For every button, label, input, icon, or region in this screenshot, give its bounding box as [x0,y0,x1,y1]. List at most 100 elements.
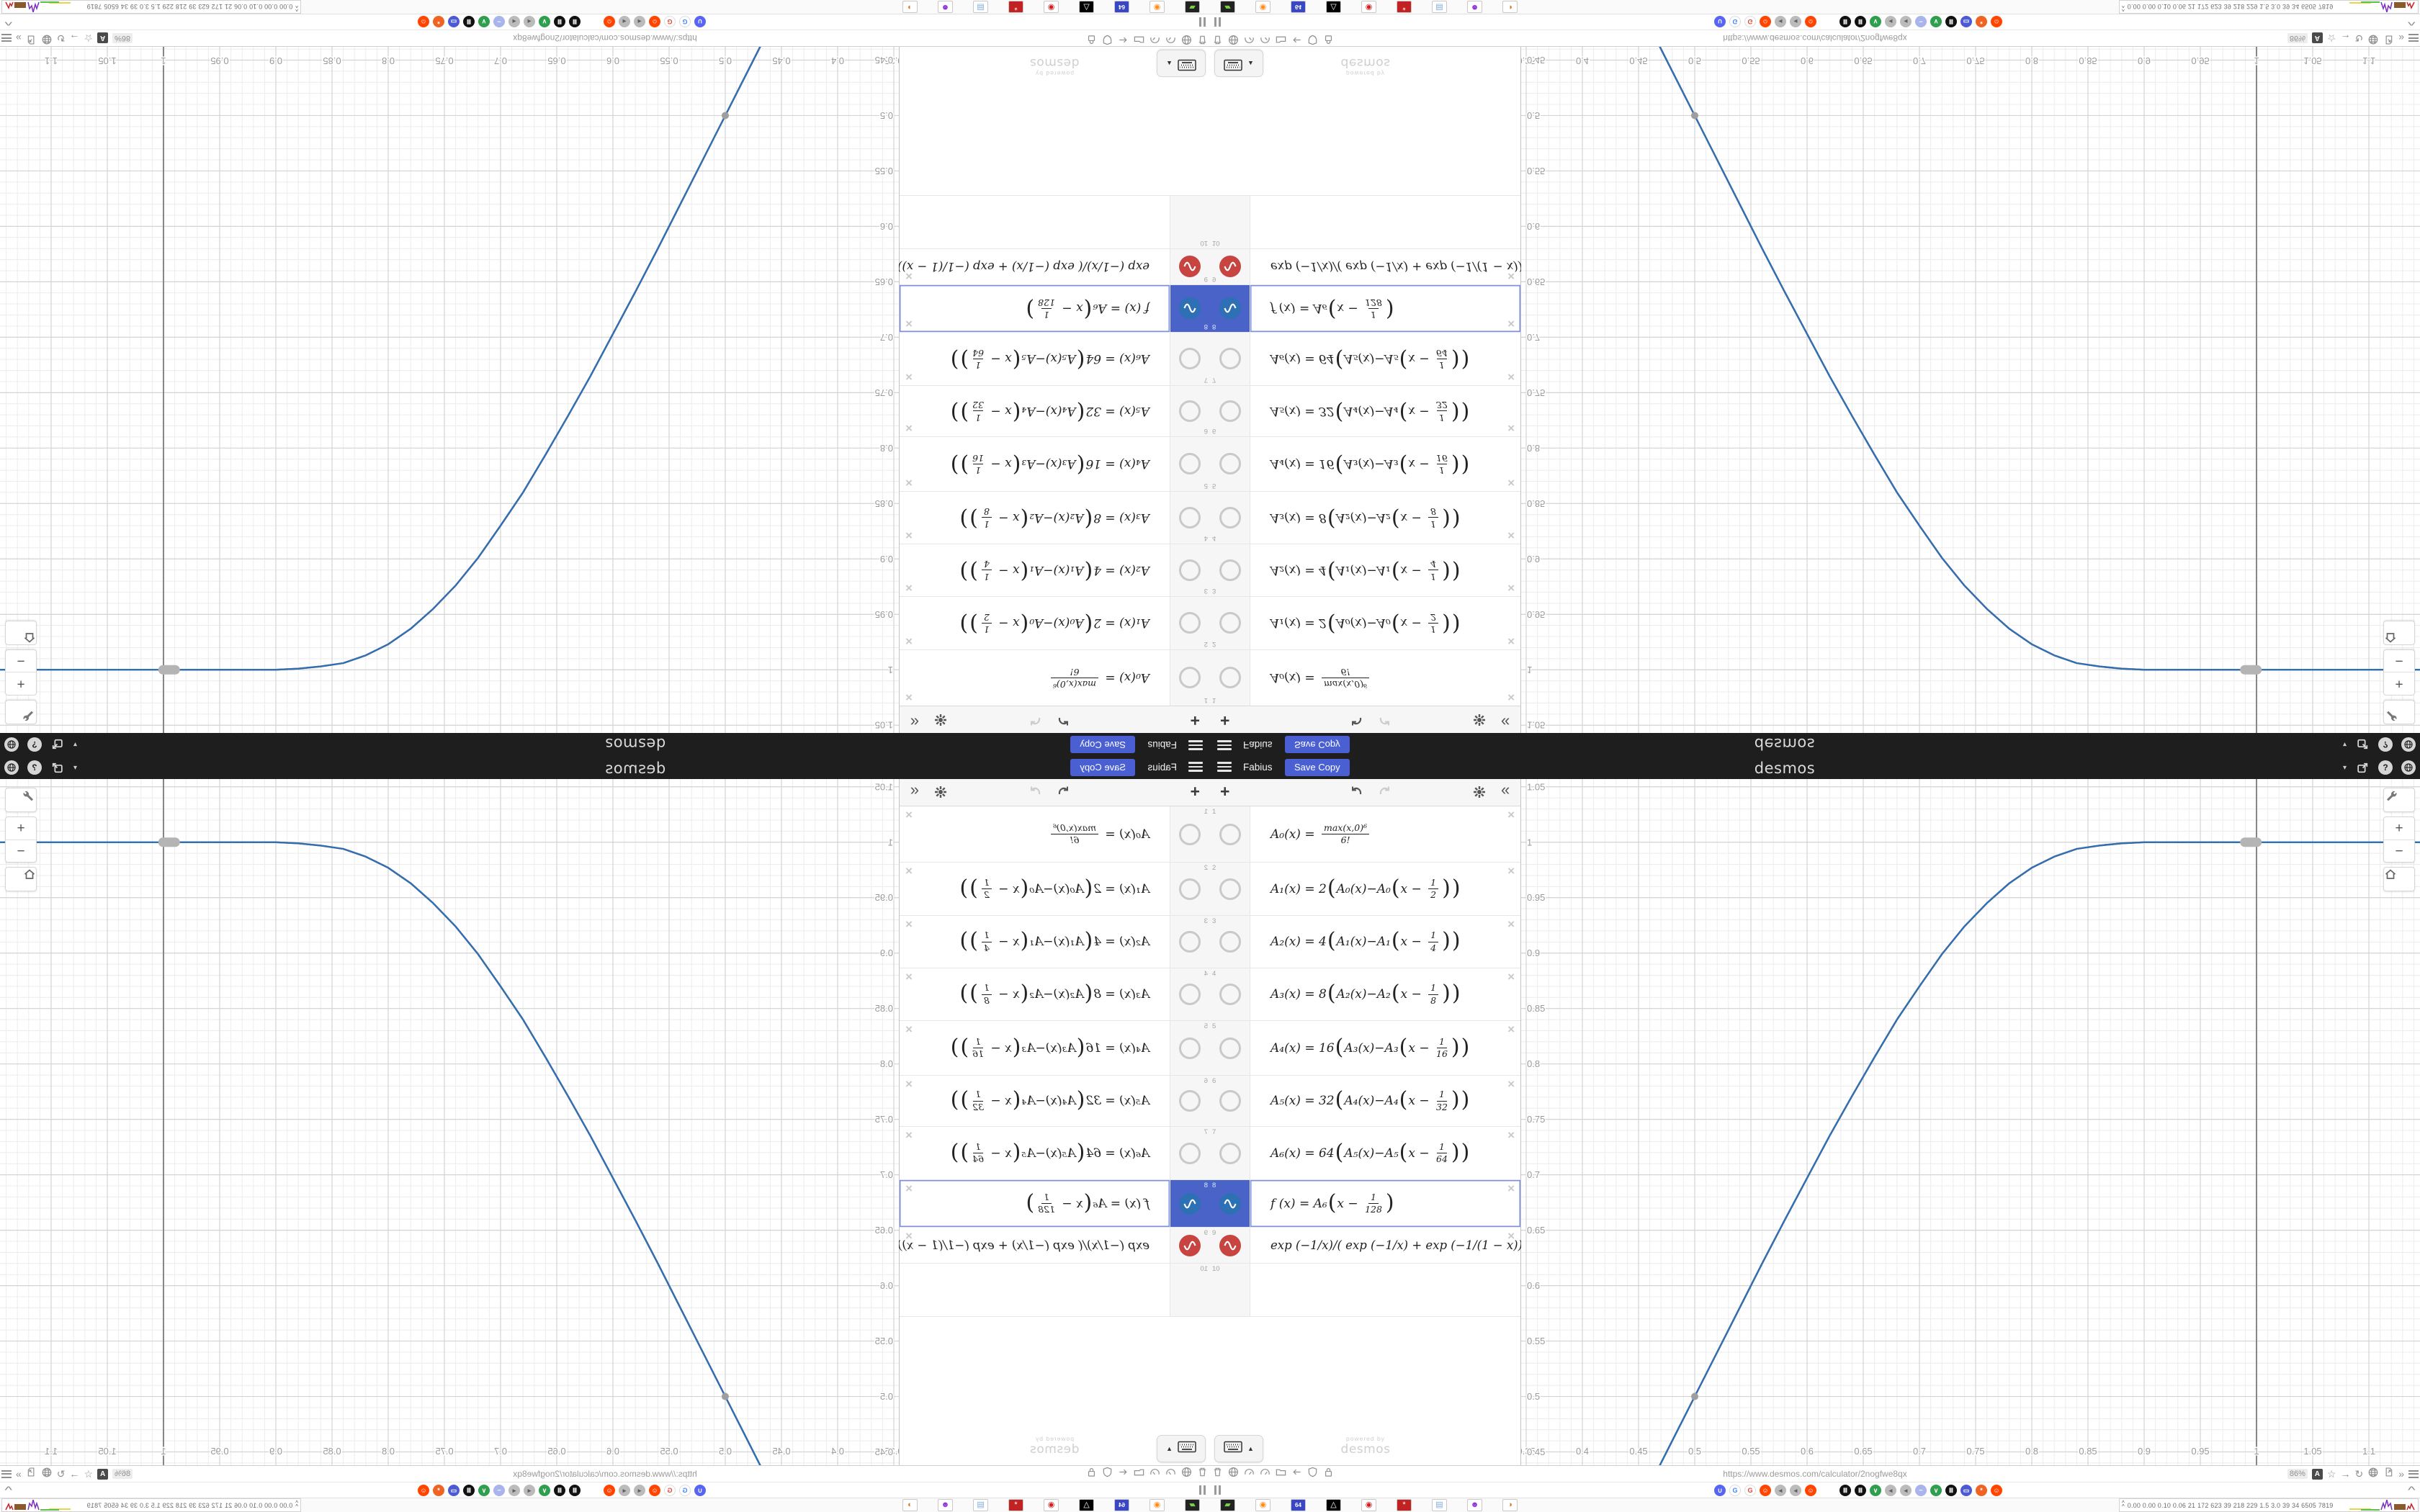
tab-favicon-reddit[interactable]: ☺ [1805,16,1816,27]
chevron-up-icon[interactable]: ^ [2408,17,2416,28]
tab-favicon-fish[interactable]: ◂ [1900,16,1912,27]
expression-math[interactable]: A₃(x) = 8(A₂(x)−A₂(x − 1 8)) [1270,981,1461,1006]
chevron-down-icon[interactable]: ▾ [2342,763,2347,772]
gear-icon[interactable] [933,709,948,727]
share-icon[interactable] [50,737,65,752]
expression-gutter[interactable]: 5 [1210,437,1250,491]
redo-icon[interactable] [1377,708,1393,728]
hidden-curve-icon[interactable] [1179,1142,1201,1164]
share-icon[interactable] [2355,737,2370,752]
zoom-out-button[interactable]: − [2395,653,2403,668]
expression-row[interactable]: 2 A₁(x) = 2(A₀(x)−A₀(x − 1 2)) × [1210,596,1520,649]
taskbar-app-purple-cat[interactable]: ☻ [1467,1,1482,13]
expression-gutter[interactable]: 6 [1170,386,1210,436]
expression-gutter[interactable]: 10 [1210,196,1250,248]
tab-favicon-reddit[interactable]: ☺ [418,1485,429,1496]
expression-row[interactable]: 2 A₁(x) = 2(A₀(x)−A₀(x − 1 2)) × [900,596,1210,649]
page-zoom-badge[interactable]: 86% [2287,33,2308,43]
gauge-icon[interactable] [1243,30,1255,46]
expression-gutter[interactable]: 10 [1170,196,1210,248]
expression-row[interactable]: 9 exp (−1/x)/( exp (−1/x) + exp (−1/(1 − … [893,248,1210,284]
expression-row[interactable]: 10 [900,195,1210,248]
tab-favicon-reddit[interactable]: ☺ [1760,1485,1771,1496]
expression-math[interactable]: A₅(x) = 32(A₄(x)−A₄(x − 1 32)) [950,400,1150,425]
page-zoom-badge[interactable]: 86% [112,33,133,43]
expression-gutter[interactable]: 9 [1170,1228,1210,1263]
globe-icon[interactable] [4,737,19,752]
gauge-icon[interactable] [1259,1466,1271,1482]
expression-gutter[interactable]: 10 [1210,1264,1250,1316]
delete-expression-icon[interactable]: × [905,476,913,490]
zoom-in-button[interactable]: + [2384,672,2414,695]
delete-expression-icon[interactable]: × [1507,1022,1515,1036]
expression-row[interactable]: 8 f (x) = A₆(x − 1 128) × [900,1180,1210,1228]
tab-favicon-fish[interactable]: ◂ [619,1485,630,1496]
tab-favicon-archive[interactable]: Ⅲ [569,1485,581,1496]
tab-favicon-archive[interactable]: Ⅲ [463,16,475,27]
hidden-curve-icon[interactable] [1179,984,1201,1005]
expression-row[interactable]: 6 A₅(x) = 32(A₄(x)−A₄(x − 1 32)) × [900,385,1210,436]
zoom-in-button[interactable]: + [2384,817,2414,840]
reload-icon[interactable]: ↻ [56,1468,66,1480]
home-viewport-button[interactable] [2383,867,2415,891]
tab-favicon-reddit[interactable]: ☺ [604,1485,615,1496]
hidden-curve-icon[interactable] [1219,931,1241,953]
delete-expression-icon[interactable]: × [1507,1182,1515,1195]
hidden-curve-icon[interactable] [1219,1142,1241,1164]
tab-favicon-reddit[interactable]: ☺ [604,16,615,27]
taskbar-app-firefox[interactable]: ◉ [1255,1,1270,13]
taskbar-app-notepad[interactable]: ▤ [973,1499,988,1511]
graph-canvas[interactable]: 0.35 0.4 0.45 0.5 0.55 0.6 0.65 0.7 0.75 0.8 0.85 0… [1521,779,2420,1465]
translate-icon[interactable]: A [97,1468,109,1480]
expression-gutter[interactable]: 4 [1210,492,1250,544]
expression-row[interactable]: 1 A₀(x) = max(x,0)⁶ 6! × [900,649,1210,706]
expression-row[interactable]: 9 exp (−1/x)/( exp (−1/x) + exp (−1/(1 − … [893,1228,1210,1264]
help-icon[interactable]: ? [2378,737,2393,752]
tab-favicon-sun-badge[interactable]: * [433,16,444,27]
folder-icon[interactable] [1275,1466,1287,1482]
page-zoom-badge[interactable]: 86% [112,1469,133,1479]
expression-row[interactable]: 1 A₀(x) = max(x,0)⁶ 6! × [900,806,1210,863]
menu-icon[interactable] [1188,739,1203,750]
page-zoom-badge[interactable]: 86% [2287,1469,2308,1479]
expression-row[interactable]: 7 A₆(x) = 64(A₅(x)−A₅(x − 1 64)) × [1210,1127,1520,1180]
arrow-left-icon[interactable] [1117,30,1129,46]
delete-expression-icon[interactable]: × [905,370,913,384]
shield-icon[interactable] [1307,1466,1319,1482]
expression-math[interactable]: A₄(x) = 16(A₃(x)−A₃(x − 1 16)) [1270,452,1470,478]
expression-gutter[interactable]: 4 [1210,968,1250,1020]
folder-icon[interactable] [1133,30,1145,46]
expression-math[interactable]: A₂(x) = 4(A₁(x)−A₁(x − 1 4)) [1270,559,1461,584]
expression-row[interactable]: 4 A₃(x) = 8(A₂(x)−A₂(x − 1 8)) × [900,968,1210,1021]
hidden-curve-icon[interactable] [1179,931,1201,953]
wave-red-curve-icon[interactable] [1179,256,1201,278]
translate-icon[interactable]: A [2311,1468,2323,1480]
tab-favicon-archive[interactable]: Ⅲ [554,1485,565,1496]
taskbar-app-emulator[interactable]: ▰ [1220,1,1235,13]
home-viewport-button[interactable] [2383,621,2415,645]
taskbar-app-black-cat[interactable]: △ [1326,1,1341,13]
save-copy-button[interactable]: Save Copy [1285,736,1350,753]
tab-favicon-green-v[interactable]: ∨ [478,1485,490,1496]
expression-math[interactable]: A₂(x) = 4(A₁(x)−A₁(x − 1 4)) [959,559,1150,584]
gear-icon[interactable] [1472,785,1487,803]
tab-favicon-planet[interactable]: ~ [1915,16,1927,27]
taskbar-app-palette[interactable]: ◑ [902,1,918,13]
tab-favicon-fish[interactable]: ◂ [508,16,520,27]
browser-menu-icon[interactable] [2408,1468,2419,1480]
expression-math[interactable]: A₂(x) = 4(A₁(x)−A₁(x − 1 4)) [959,928,1150,953]
wave-red-curve-icon[interactable] [1179,1234,1201,1256]
send-page-icon[interactable] [26,1467,37,1481]
expression-math[interactable]: A₅(x) = 32(A₄(x)−A₄(x − 1 32)) [1270,1087,1470,1112]
redo-icon[interactable] [1377,784,1393,804]
shield-icon[interactable] [1101,1466,1113,1482]
folder-icon[interactable] [1133,1466,1145,1482]
shield-icon[interactable] [1307,30,1319,46]
gauge-icon[interactable] [1149,1466,1161,1482]
expression-math[interactable]: A₀(x) = max(x,0)⁶ 6! [1250,806,1520,862]
tab-favicon-fish[interactable]: ◂ [634,16,645,27]
delete-expression-icon[interactable]: × [905,917,913,931]
taskbar-app-red-gear-square[interactable]: * [1008,1499,1023,1511]
home-viewport-button[interactable] [5,621,37,645]
tab-favicon-chat-bubble[interactable]: ▭ [1960,1485,1972,1496]
